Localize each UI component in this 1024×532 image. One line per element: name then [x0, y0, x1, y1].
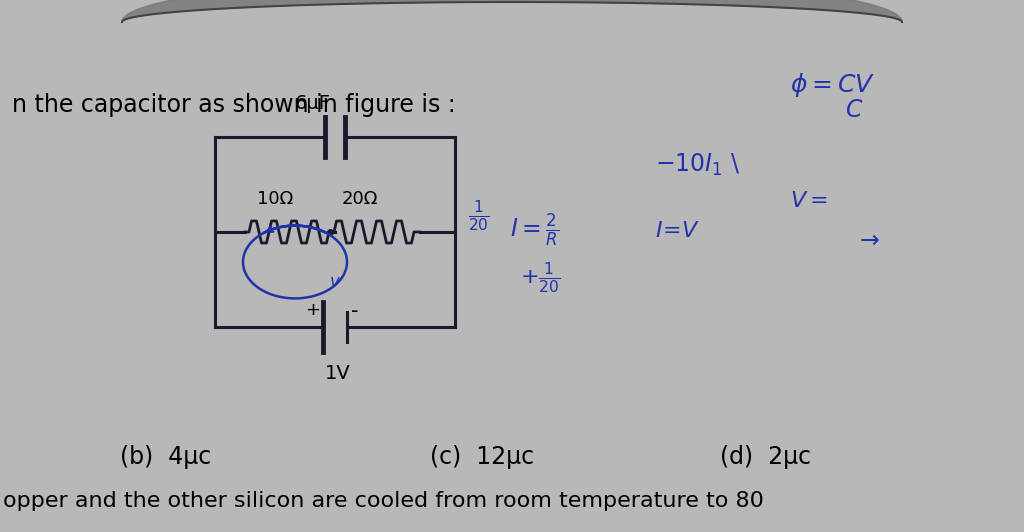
- Text: (b)  4μc: (b) 4μc: [120, 445, 211, 469]
- Text: $I\!=\!V$: $I\!=\!V$: [655, 221, 700, 241]
- Text: n the capacitor as shown in figure is :: n the capacitor as shown in figure is :: [12, 93, 456, 117]
- Text: 1V: 1V: [325, 364, 351, 383]
- Text: $C$: $C$: [845, 98, 863, 122]
- Text: $V=$: $V=$: [790, 191, 827, 211]
- Text: 20Ω: 20Ω: [342, 190, 379, 208]
- Text: v: v: [330, 273, 340, 291]
- Text: $\frac{1}{20}$: $\frac{1}{20}$: [468, 198, 489, 233]
- Text: $+\frac{1}{20}$: $+\frac{1}{20}$: [520, 260, 560, 295]
- Text: 6μF: 6μF: [295, 94, 331, 113]
- Text: (c)  12μc: (c) 12μc: [430, 445, 535, 469]
- Text: 10Ω: 10Ω: [257, 190, 293, 208]
- Polygon shape: [122, 0, 902, 22]
- Text: (d)  2μc: (d) 2μc: [720, 445, 811, 469]
- Text: opper and the other silicon are cooled from room temperature to 80: opper and the other silicon are cooled f…: [3, 491, 764, 511]
- Text: $-10I_1\ \backslash$: $-10I_1\ \backslash$: [655, 152, 740, 178]
- Text: $I=\frac{2}{R}$: $I=\frac{2}{R}$: [510, 212, 559, 249]
- Text: $\rightarrow$: $\rightarrow$: [855, 228, 881, 252]
- Text: -: -: [351, 301, 358, 321]
- Text: $\phi = CV$: $\phi = CV$: [790, 71, 876, 99]
- Text: +: +: [305, 301, 319, 319]
